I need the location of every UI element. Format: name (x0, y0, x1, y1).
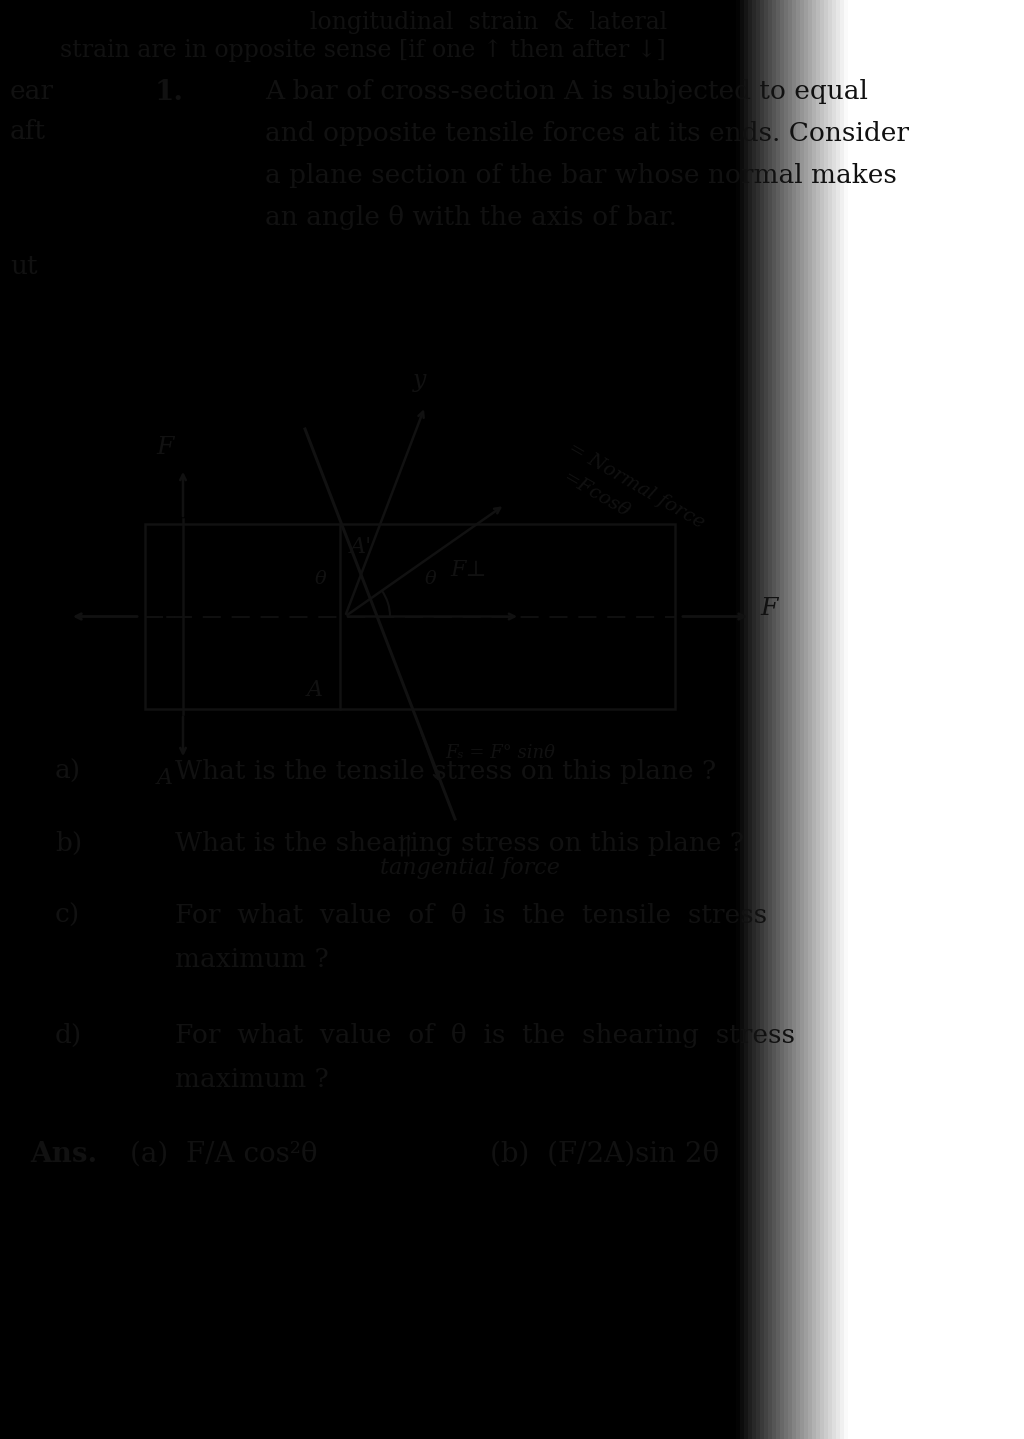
Text: Fₛ = F° sinθ: Fₛ = F° sinθ (445, 744, 555, 763)
Text: maximum ?: maximum ? (175, 1066, 329, 1092)
Text: For  what  value  of  θ  is  the  shearing  stress: For what value of θ is the shearing stre… (175, 1023, 795, 1048)
Text: θ: θ (425, 570, 437, 589)
Text: longitudinal  strain  &  lateral: longitudinal strain & lateral (310, 12, 668, 35)
Text: c): c) (55, 904, 80, 928)
Text: (b)  (F/2A)sin 2θ: (b) (F/2A)sin 2θ (490, 1141, 719, 1168)
Text: A: A (157, 767, 173, 789)
Text: maximum ?: maximum ? (175, 947, 329, 971)
Text: What is the shearing stress on this plane ?: What is the shearing stress on this plan… (175, 830, 744, 856)
Text: A bar of cross-section A is subjected to equal: A bar of cross-section A is subjected to… (265, 79, 868, 104)
Text: 1.: 1. (155, 79, 184, 106)
Text: ear: ear (10, 79, 54, 104)
Text: a): a) (55, 758, 81, 784)
Text: Ans.: Ans. (30, 1141, 97, 1168)
Text: F⊥: F⊥ (450, 560, 486, 581)
Text: F: F (760, 597, 777, 620)
Text: (a)  F/A cos²θ: (a) F/A cos²θ (130, 1141, 317, 1168)
Text: ||: || (397, 835, 413, 856)
Text: For  what  value  of  θ  is  the  tensile  stress: For what value of θ is the tensile stres… (175, 904, 767, 928)
Text: = Normal force: = Normal force (564, 439, 708, 532)
Text: θ: θ (315, 570, 327, 589)
Text: and opposite tensile forces at its ends. Consider: and opposite tensile forces at its ends.… (265, 121, 909, 145)
Text: b): b) (55, 830, 82, 856)
Text: aft: aft (10, 119, 46, 144)
Text: ut: ut (10, 255, 38, 279)
Text: y: y (414, 368, 427, 391)
Text: F: F (157, 436, 174, 459)
Bar (145, 524, 675, 709)
Text: d): d) (55, 1023, 82, 1048)
Text: strain are in opposite sense [if one ↑ then after ↓]: strain are in opposite sense [if one ↑ t… (60, 39, 666, 62)
Text: tangential force: tangential force (380, 858, 560, 879)
Text: A: A (307, 679, 323, 701)
Text: =Fcosθ: =Fcosθ (560, 469, 633, 522)
Text: an angle θ with the axis of bar.: an angle θ with the axis of bar. (265, 204, 677, 230)
Text: a plane section of the bar whose normal makes: a plane section of the bar whose normal … (265, 163, 897, 189)
Text: A': A' (350, 535, 373, 558)
Text: What is the tensile stress on this plane ?: What is the tensile stress on this plane… (175, 758, 716, 784)
